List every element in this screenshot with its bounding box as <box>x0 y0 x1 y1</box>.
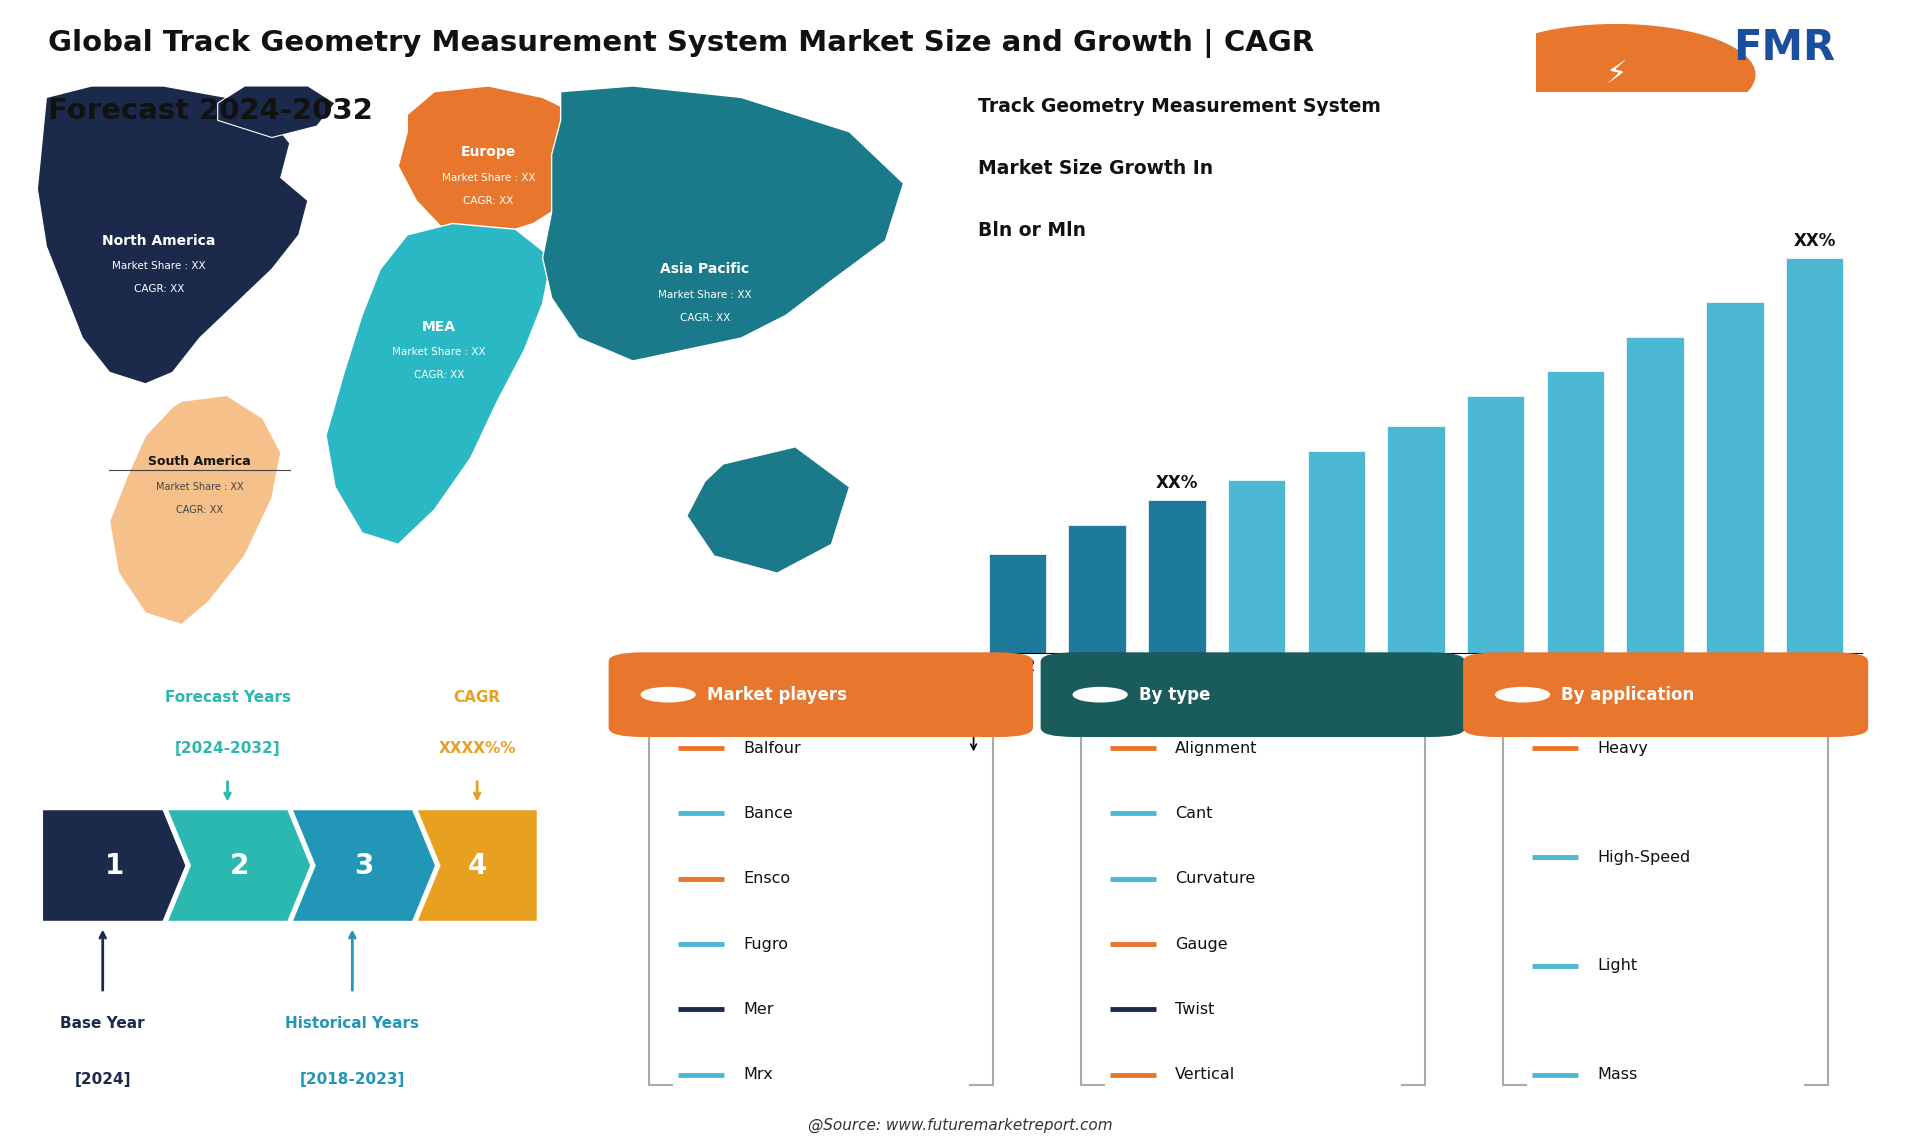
Text: Vertical: Vertical <box>1175 1067 1235 1082</box>
Text: Mer: Mer <box>743 1002 774 1017</box>
Bar <box>1467 397 1524 653</box>
Text: 1: 1 <box>104 851 125 879</box>
Text: Heavy: Heavy <box>1597 740 1647 755</box>
Text: Gauge: Gauge <box>1175 936 1227 951</box>
Text: 2: 2 <box>228 851 250 879</box>
Text: Europe: Europe <box>461 144 516 159</box>
Text: Global Track Geometry Measurement System Market Size and Growth | CAGR: Global Track Geometry Measurement System… <box>48 29 1313 57</box>
FancyBboxPatch shape <box>1041 652 1465 737</box>
Bar <box>1707 303 1764 653</box>
Bar <box>1388 426 1444 653</box>
FancyBboxPatch shape <box>609 652 1033 737</box>
Bar <box>1148 500 1206 653</box>
Text: FUTURE MARKET REPORT: FUTURE MARKET REPORT <box>1718 105 1849 116</box>
Text: Balfour: Balfour <box>743 740 801 755</box>
Bar <box>1786 258 1843 653</box>
Polygon shape <box>217 86 334 138</box>
FancyBboxPatch shape <box>1463 652 1868 737</box>
Text: Market Share : XX: Market Share : XX <box>111 261 205 272</box>
Polygon shape <box>397 86 588 241</box>
Text: Market Share : XX: Market Share : XX <box>659 290 753 300</box>
Text: ⚡: ⚡ <box>1605 61 1626 89</box>
Text: FMR: FMR <box>1734 28 1836 70</box>
Bar <box>1548 371 1603 653</box>
Circle shape <box>1496 688 1549 701</box>
Polygon shape <box>687 447 849 573</box>
Bar <box>1229 480 1284 653</box>
Text: XXXX%%: XXXX%% <box>438 740 516 755</box>
Text: XX%: XX% <box>1156 474 1198 492</box>
Text: CAGR: XX: CAGR: XX <box>463 196 515 205</box>
Text: CAGR: CAGR <box>453 690 501 705</box>
Text: 3: 3 <box>353 851 374 879</box>
Text: Bance: Bance <box>743 806 793 821</box>
Text: By application: By application <box>1561 685 1693 704</box>
Text: By type: By type <box>1139 685 1210 704</box>
Text: Market Share : XX: Market Share : XX <box>442 173 536 182</box>
Text: [2018-2023]: [2018-2023] <box>300 1073 405 1088</box>
Circle shape <box>1073 688 1127 701</box>
Polygon shape <box>109 395 280 625</box>
Circle shape <box>641 688 695 701</box>
Polygon shape <box>543 86 904 361</box>
Text: Market Share : XX: Market Share : XX <box>156 482 244 492</box>
Text: Base Year: Base Year <box>60 1017 146 1031</box>
Text: XX%: XX% <box>1793 231 1836 250</box>
Text: Mrx: Mrx <box>743 1067 772 1082</box>
Bar <box>989 555 1046 653</box>
Text: Light: Light <box>1597 958 1638 973</box>
Bar <box>1068 525 1125 653</box>
Polygon shape <box>292 809 436 921</box>
Text: South America: South America <box>148 455 252 468</box>
Polygon shape <box>42 809 186 921</box>
Text: CAGR: XX: CAGR: XX <box>177 505 223 515</box>
Text: Mass: Mass <box>1597 1067 1638 1082</box>
Text: Bln or Mln: Bln or Mln <box>977 221 1085 240</box>
Text: Ensco: Ensco <box>743 871 791 886</box>
Text: Alignment: Alignment <box>1175 740 1258 755</box>
Text: Forecast Years: Forecast Years <box>165 690 290 705</box>
Polygon shape <box>417 809 538 921</box>
Text: [2024]: [2024] <box>75 1073 131 1088</box>
Bar <box>1626 337 1684 653</box>
Circle shape <box>1478 25 1755 125</box>
Text: Twist: Twist <box>1175 1002 1215 1017</box>
Polygon shape <box>326 223 551 544</box>
Text: Forecast 2024-2032: Forecast 2024-2032 <box>48 97 372 125</box>
Text: CAGR: XX: CAGR: XX <box>134 284 184 295</box>
Text: North America: North America <box>102 234 215 248</box>
Text: Historical Years: Historical Years <box>286 1017 419 1031</box>
Text: 4: 4 <box>467 851 488 879</box>
Text: Cant: Cant <box>1175 806 1213 821</box>
Text: MEA: MEA <box>422 320 455 333</box>
Polygon shape <box>36 86 307 384</box>
Text: Fugro: Fugro <box>743 936 787 951</box>
Text: Market Size Growth In: Market Size Growth In <box>977 159 1213 178</box>
Text: High-Speed: High-Speed <box>1597 849 1692 864</box>
Text: Market Share : XX: Market Share : XX <box>392 347 486 358</box>
Text: Curvature: Curvature <box>1175 871 1256 886</box>
Text: CAGR: XX: CAGR: XX <box>680 313 730 323</box>
Polygon shape <box>167 809 311 921</box>
Text: Market players: Market players <box>707 685 847 704</box>
Text: CAGR: XX: CAGR: XX <box>413 370 465 380</box>
Bar <box>1308 450 1365 653</box>
Text: @Source: www.futuremarketreport.com: @Source: www.futuremarketreport.com <box>808 1118 1112 1133</box>
Text: [2024-2032]: [2024-2032] <box>175 740 280 755</box>
Text: Track Geometry Measurement System: Track Geometry Measurement System <box>977 97 1380 116</box>
Text: Asia Pacific: Asia Pacific <box>660 262 749 276</box>
